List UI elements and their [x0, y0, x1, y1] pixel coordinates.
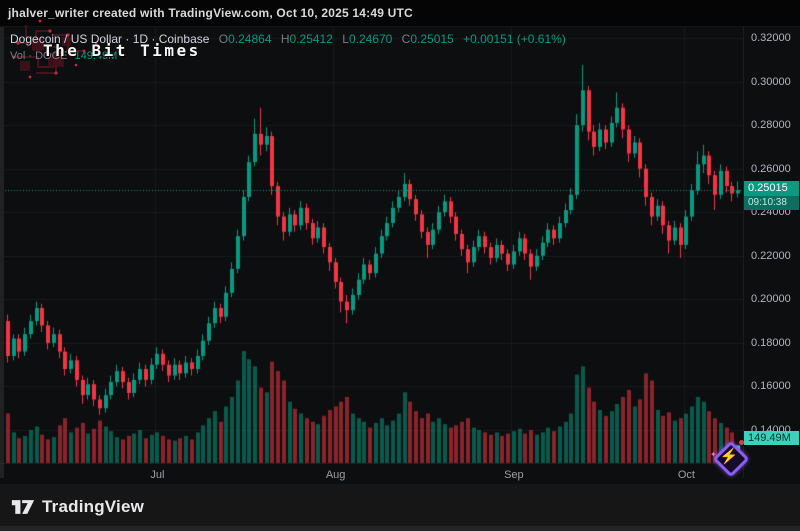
tradingview-logo-icon [11, 500, 35, 514]
volume-value: 149.49M [74, 50, 118, 62]
lightning-bolt-icon: ⚡ [719, 448, 739, 465]
price-tick-label: 0.30000 [751, 75, 791, 88]
close-value: 0.25015 [410, 32, 454, 46]
open-value: 0.24864 [228, 32, 272, 46]
footer-bar: TradingView [0, 484, 800, 531]
time-axis-label: Jul [150, 469, 165, 481]
high-label: H [280, 32, 290, 46]
symbol-title[interactable]: Dogecoin / US Dollar · 1D · Coinbase [10, 32, 210, 46]
volume-axis-badge: 149.49M [744, 431, 799, 445]
time-axis-label: Aug [325, 469, 346, 481]
price-tick-label: 0.18000 [751, 336, 791, 349]
bottom-edge-strip [0, 526, 800, 531]
price-tick-label: 0.16000 [751, 380, 791, 393]
bit-times-logo-badge: ⚡ ✦ [710, 440, 750, 478]
sparkle-decoration: ✦ [710, 450, 717, 459]
price-tick-label: 0.26000 [751, 162, 791, 175]
attribution-bar: jhalver_writer created with TradingView.… [0, 0, 800, 27]
price-tick-label: 0.22000 [751, 249, 791, 262]
volume-indicator-row: Vol · DOGE 149.49M [10, 50, 117, 62]
last-price-badge: 0.25015 09:10:38 [744, 180, 799, 210]
time-axis-label: Sep [504, 469, 524, 481]
bar-countdown: 09:10:38 [744, 195, 799, 210]
symbol-header: Dogecoin / US Dollar · 1D · Coinbase O0.… [10, 32, 566, 46]
tradingview-logo-text: TradingView [42, 497, 145, 516]
low-value: 0.24670 [348, 32, 393, 46]
time-axis-label: Oct [677, 469, 695, 481]
low-label: L [342, 32, 349, 46]
high-value: 0.25412 [289, 32, 333, 46]
red-dot-decoration [739, 440, 744, 445]
left-gutter [0, 26, 4, 478]
site-watermark-text: The Bit Times [43, 41, 201, 60]
price-tick-label: 0.32000 [751, 32, 791, 44]
tradingview-logo[interactable]: TradingView [11, 497, 144, 517]
last-price-value: 0.25015 [744, 180, 799, 196]
price-tick-label: 0.28000 [751, 119, 791, 132]
close-label: C [401, 32, 411, 46]
change-value: +0.00151 (+0.61%) [463, 32, 566, 46]
volume-label[interactable]: Vol · DOGE [10, 50, 68, 62]
time-scale[interactable]: Jul Aug Sep Oct [0, 463, 743, 484]
open-label: O [218, 32, 229, 46]
price-scale[interactable]: 0.32000 0.30000 0.28000 0.26000 0.24000 0.220… [743, 26, 800, 478]
price-tick-label: 0.20000 [751, 293, 791, 306]
circuit-watermark-graphic [12, 19, 98, 79]
attribution-text: jhalver_writer created with TradingView.… [8, 6, 413, 20]
